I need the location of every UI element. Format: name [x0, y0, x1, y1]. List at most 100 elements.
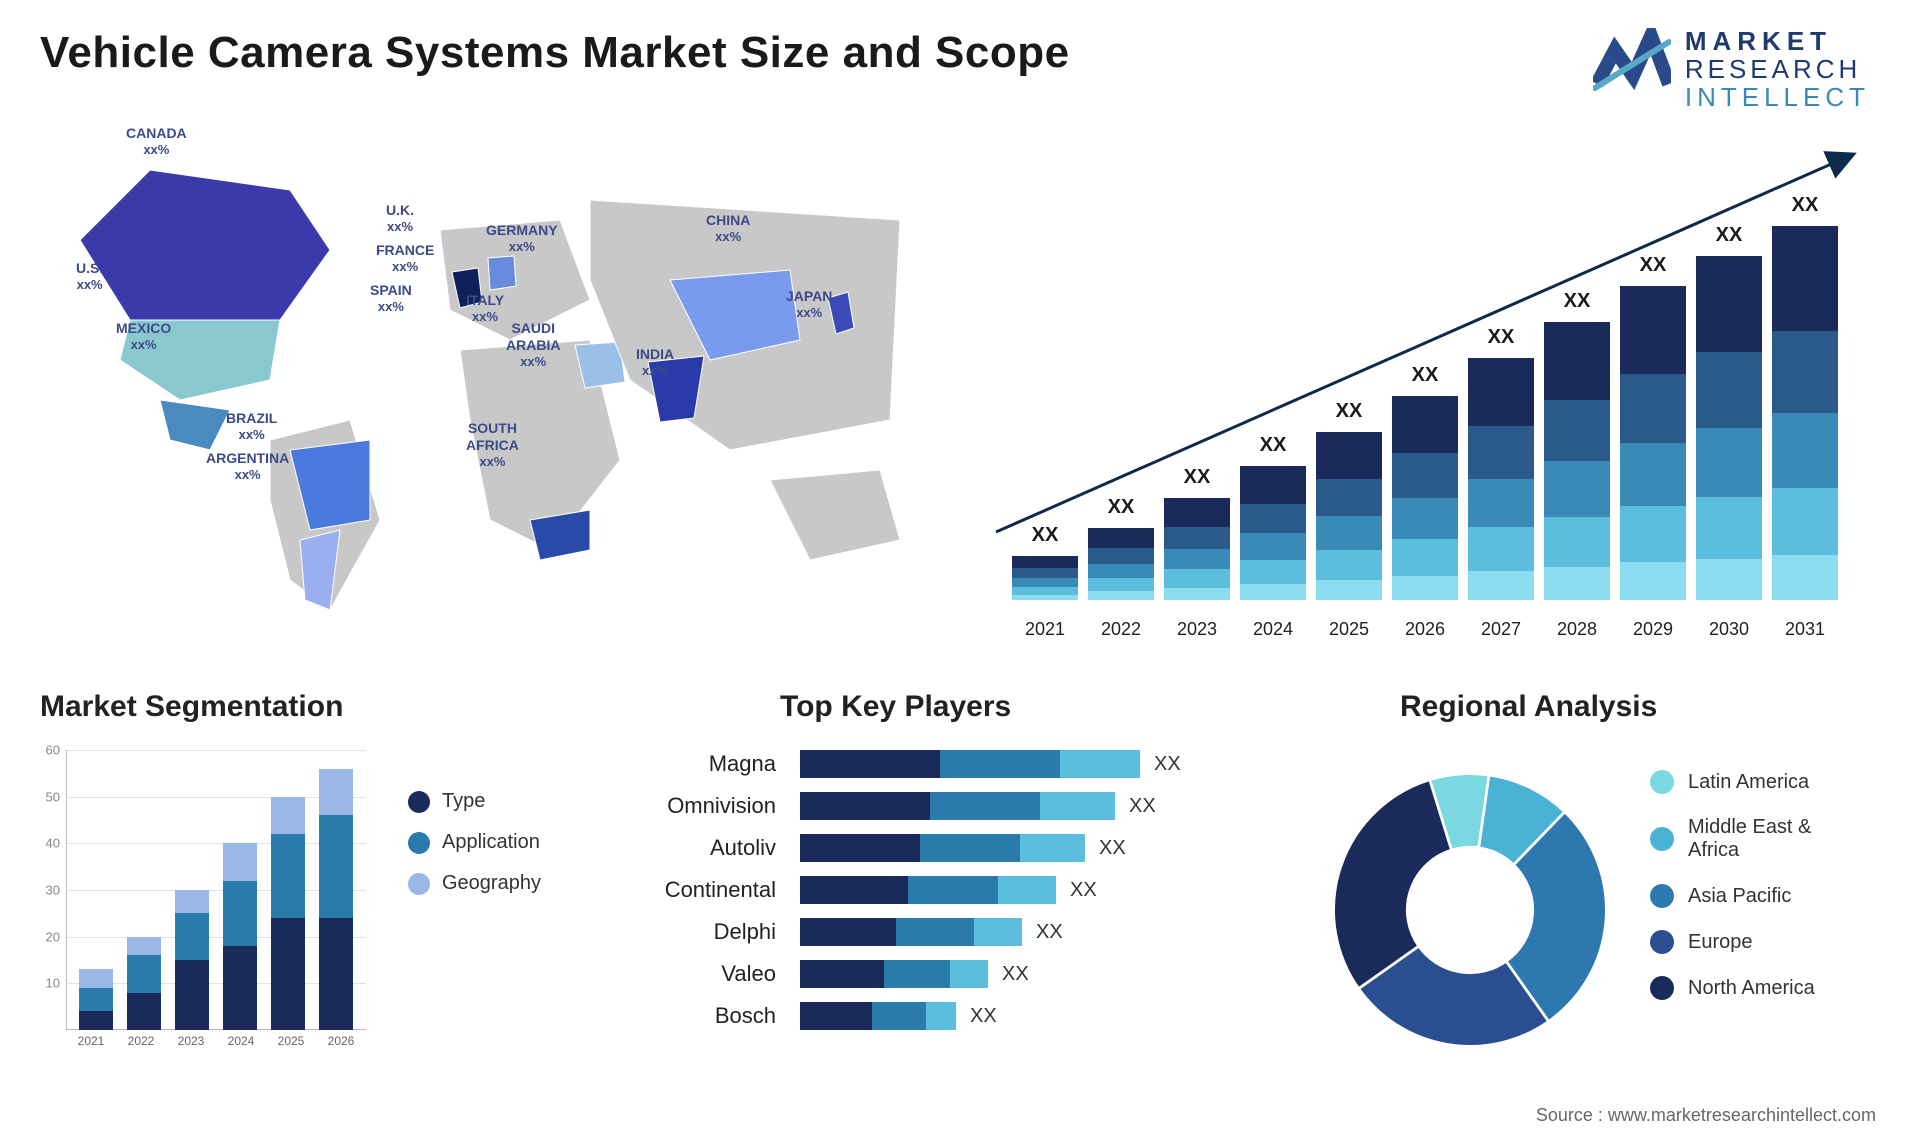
regional-heading: Regional Analysis: [1400, 690, 1657, 724]
region-legend-north-america: North America: [1650, 976, 1815, 1000]
map-label-canada: CANADAxx%: [126, 125, 187, 157]
region-legend-latin-america: Latin America: [1650, 770, 1815, 794]
player-value: XX: [1036, 921, 1063, 944]
map-label-brazil: BRAZILxx%: [226, 410, 277, 442]
growth-year-2023: 2023: [1164, 619, 1230, 640]
seg-legend-geography: Geography: [408, 872, 541, 895]
growth-year-2027: 2027: [1468, 619, 1534, 640]
map-germany: [488, 256, 516, 290]
region-legend-asia-pacific: Asia Pacific: [1650, 884, 1815, 908]
seg-ytick: 60: [46, 743, 60, 758]
player-row-continental: Continental XX: [640, 876, 1260, 904]
region-legend-europe: Europe: [1650, 930, 1815, 954]
seg-year-2022: 2022: [124, 1034, 158, 1048]
growth-bar-2022: XX: [1088, 528, 1154, 600]
player-value: XX: [1002, 963, 1029, 986]
map-label-south-africa: SOUTHAFRICAxx%: [466, 420, 519, 469]
map-label-mexico: MEXICOxx%: [116, 320, 171, 352]
player-name: Delphi: [640, 919, 800, 945]
logo-line3: INTELLECT: [1685, 84, 1870, 110]
donut-slice-north-america: [1334, 780, 1452, 989]
source-text: Source : www.marketresearchintellect.com: [1536, 1105, 1876, 1126]
player-row-autoliv: AutolivXX: [640, 834, 1260, 862]
growth-bar-2028: XX: [1544, 322, 1610, 600]
growth-value-label: XX: [1544, 290, 1610, 313]
player-bar: [800, 792, 1115, 820]
growth-year-2026: 2026: [1392, 619, 1458, 640]
player-bar: [800, 750, 1140, 778]
growth-year-2025: 2025: [1316, 619, 1382, 640]
seg-ytick: 40: [46, 836, 60, 851]
growth-value-label: XX: [1392, 364, 1458, 387]
seg-year-2024: 2024: [224, 1034, 258, 1048]
growth-year-2031: 2031: [1772, 619, 1838, 640]
growth-bar-2025: XX: [1316, 432, 1382, 600]
player-row-valeo: Valeo XX: [640, 960, 1260, 988]
growth-bar-2029: XX: [1620, 286, 1686, 600]
map-label-saudi-arabia: SAUDIARABIAxx%: [506, 320, 560, 369]
logo-icon: [1593, 28, 1671, 98]
growth-value-label: XX: [1468, 326, 1534, 349]
player-name: Continental: [640, 877, 800, 903]
player-name: Magna: [640, 751, 800, 777]
growth-year-2030: 2030: [1696, 619, 1762, 640]
growth-year-2024: 2024: [1240, 619, 1306, 640]
segmentation-heading: Market Segmentation: [40, 690, 343, 724]
growth-bar-2026: XX: [1392, 396, 1458, 600]
growth-bar-2024: XX: [1240, 466, 1306, 600]
player-row-omnivision: OmnivisionXX: [640, 792, 1260, 820]
map-label-japan: JAPANxx%: [786, 288, 832, 320]
seg-bar-2026: [319, 769, 353, 1030]
map-australia: [770, 470, 900, 560]
growth-bar-2031: XX: [1772, 226, 1838, 600]
growth-value-label: XX: [1620, 254, 1686, 277]
map-label-germany: GERMANYxx%: [486, 222, 558, 254]
segmentation-chart: 102030405060 202120222023202420252026: [30, 750, 370, 1070]
seg-legend-type: Type: [408, 790, 541, 813]
growth-year-2028: 2028: [1544, 619, 1610, 640]
map-label-india: INDIAxx%: [636, 346, 674, 378]
player-bar: [800, 834, 1085, 862]
world-map: CANADAxx%U.S.xx%MEXICOxx%BRAZILxx%ARGENT…: [30, 120, 930, 640]
growth-bar-2027: XX: [1468, 358, 1534, 600]
player-name: Valeo: [640, 961, 800, 987]
regional-donut-chart: [1320, 760, 1620, 1060]
growth-value-label: XX: [1088, 496, 1154, 519]
seg-year-2026: 2026: [324, 1034, 358, 1048]
growth-bar-2021: XX: [1012, 556, 1078, 600]
player-value: XX: [1070, 879, 1097, 902]
seg-bar-2021: [79, 969, 113, 1030]
seg-bar-2024: [223, 843, 257, 1030]
player-name: Bosch: [640, 1003, 800, 1029]
seg-ytick: 20: [46, 929, 60, 944]
map-label-france: FRANCExx%: [376, 242, 434, 274]
seg-ytick: 50: [46, 789, 60, 804]
player-row-magna: Magna XX: [640, 750, 1260, 778]
segmentation-legend: TypeApplicationGeography: [408, 790, 541, 913]
seg-bar-2022: [127, 937, 161, 1030]
world-map-svg: [30, 120, 930, 640]
map-label-u-s-: U.S.xx%: [76, 260, 103, 292]
brand-logo: MARKET RESEARCH INTELLECT: [1593, 28, 1870, 110]
growth-value-label: XX: [1772, 194, 1838, 217]
map-label-italy: ITALYxx%: [466, 292, 504, 324]
region-legend-middle-east-africa: Middle East &Africa: [1650, 816, 1815, 862]
map-label-china: CHINAxx%: [706, 212, 750, 244]
seg-year-2025: 2025: [274, 1034, 308, 1048]
market-growth-chart: XXXXXXXXXXXXXXXXXXXXXX 20212022202320242…: [980, 150, 1870, 640]
growth-value-label: XX: [1240, 434, 1306, 457]
seg-bar-2025: [271, 797, 305, 1030]
map-label-spain: SPAINxx%: [370, 282, 412, 314]
page-title: Vehicle Camera Systems Market Size and S…: [40, 28, 1070, 78]
player-name: Omnivision: [640, 793, 800, 819]
player-bar: [800, 876, 1056, 904]
growth-value-label: XX: [1316, 400, 1382, 423]
logo-line1: MARKET: [1685, 28, 1870, 54]
growth-bar-2030: XX: [1696, 256, 1762, 600]
growth-bar-2023: XX: [1164, 498, 1230, 600]
player-row-bosch: Bosch XX: [640, 1002, 1260, 1030]
player-value: XX: [1154, 753, 1181, 776]
player-value: XX: [970, 1005, 997, 1028]
seg-ytick: 10: [46, 976, 60, 991]
growth-year-2021: 2021: [1012, 619, 1078, 640]
